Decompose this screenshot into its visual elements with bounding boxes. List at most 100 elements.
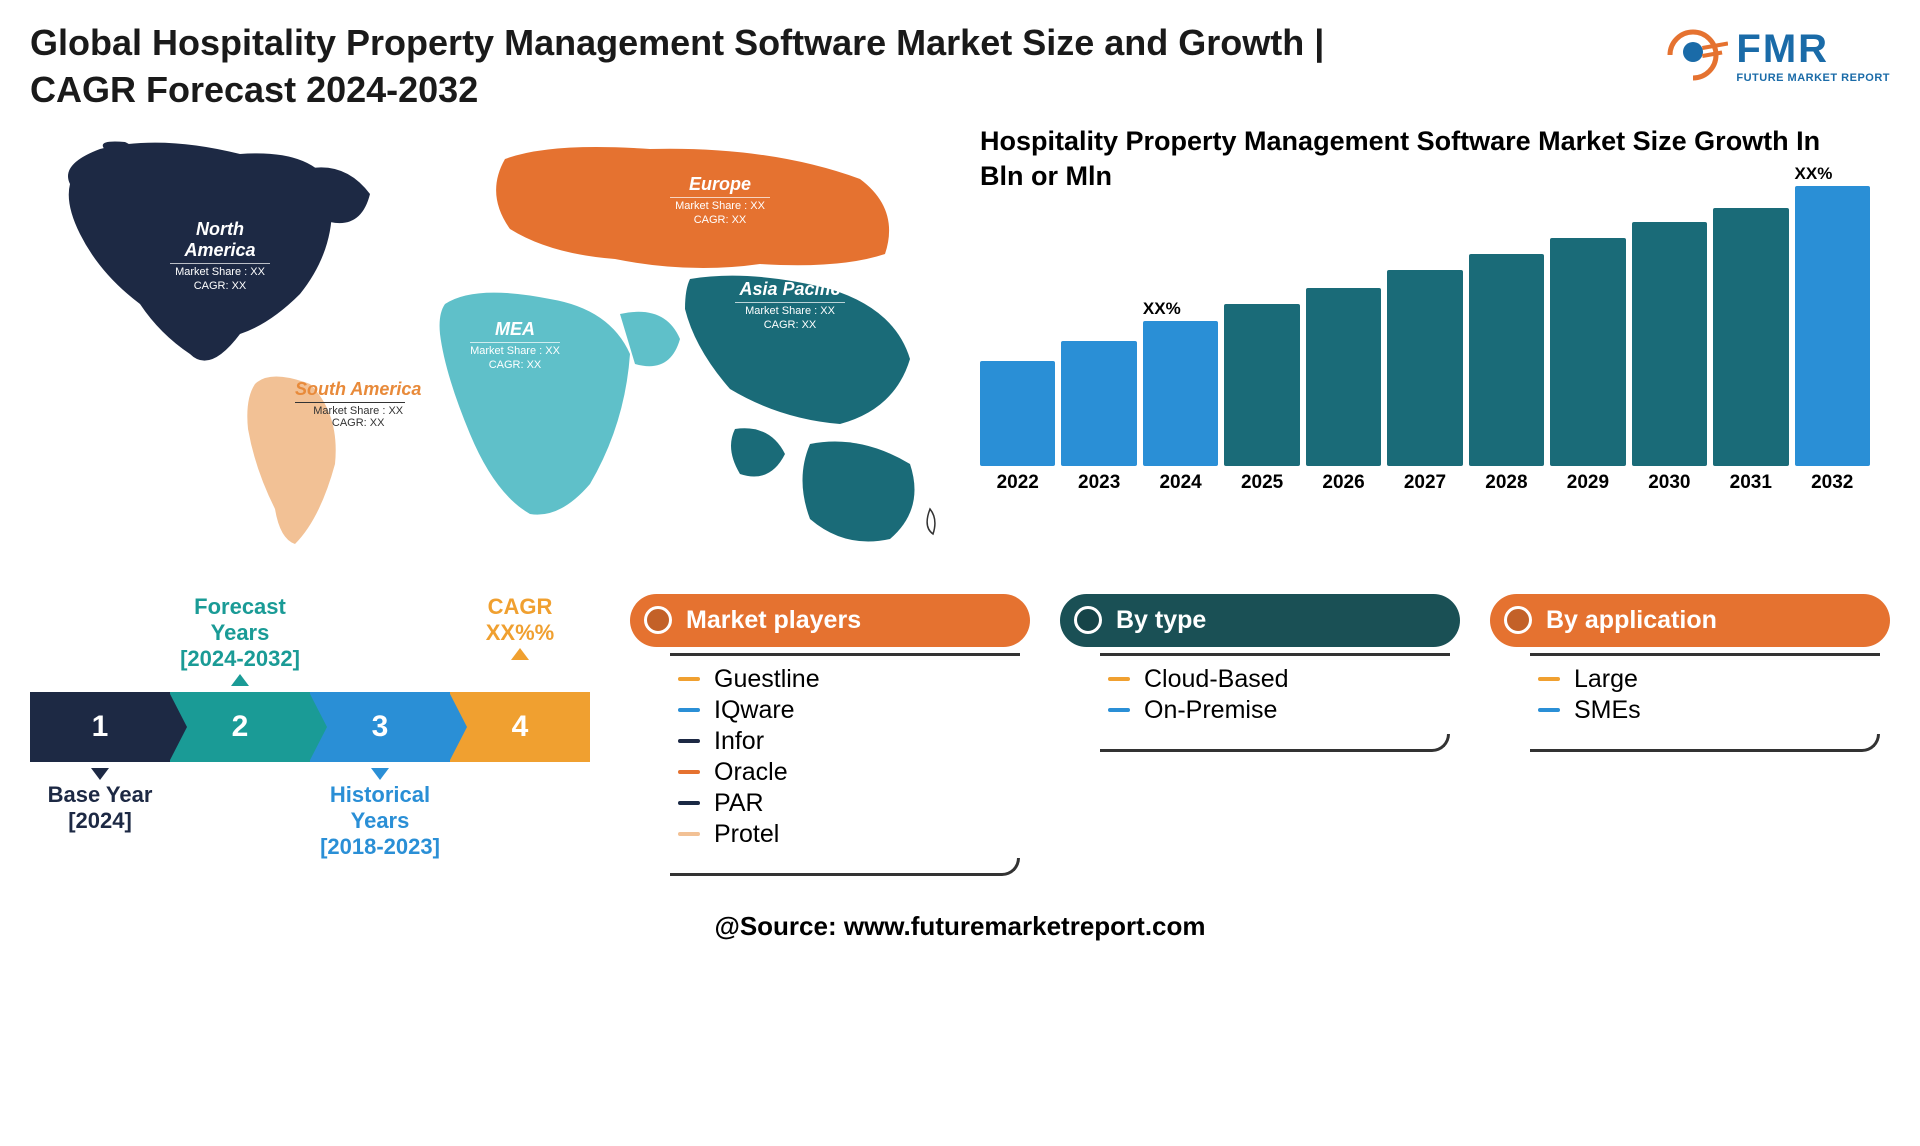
pill-title: By type [1116,606,1206,635]
chart-title: Hospitality Property Management Software… [980,124,1870,194]
arrow-down-icon [91,768,109,780]
region-cagr: CAGR: XX [670,214,770,226]
bar-annotation: XX% [1143,299,1181,319]
header: Global Hospitality Property Management S… [30,20,1890,114]
pill-divider [670,653,1020,656]
pill-column: By type Cloud-BasedOn-Premise [1060,594,1460,876]
timeline-bar: 1 2 3 4 [30,692,590,762]
region-cagr: CAGR: XX [295,417,421,429]
bar [1632,222,1707,466]
region-cagr: CAGR: XX [170,280,270,292]
bar-year-label: 2026 [1322,472,1364,494]
region-share: Market Share : XX [470,345,560,357]
list-item: Protel [678,819,1030,850]
bar: XX% [1143,321,1218,466]
region-name: Asia Pacific [735,279,845,300]
pill-bottom-border [670,858,1020,876]
bullet-icon [678,801,700,805]
list-item: Oracle [678,757,1030,788]
label-sub: [2024-2032] [170,646,310,672]
bottom-row: Forecast Years [2024-2032] CAGR XX%% 1 2… [30,594,1890,876]
bar-year-label: 2029 [1567,472,1609,494]
bullet-icon [1108,677,1130,681]
item-text: SMEs [1574,696,1641,725]
bar-group: 2027 [1387,270,1462,494]
region-name: MEA [470,319,560,340]
region-mea: MEA Market Share : XX CAGR: XX [470,319,560,371]
bar-group: 2028 [1469,254,1544,494]
bar-group: XX% 2024 [1143,321,1218,494]
logo-main: FMR [1736,27,1890,72]
bar [1061,341,1136,466]
list-item: Large [1538,664,1890,695]
pill-header: Market players [630,594,1030,647]
timeline-below: Base Year [2024] Historical Years [2018-… [30,766,590,860]
logo-icon [1658,20,1728,90]
page-title: Global Hospitality Property Management S… [30,20,1330,114]
pill-divider [1530,653,1880,656]
bullet-icon [678,770,700,774]
item-text: IQware [714,696,795,725]
list-item: SMEs [1538,695,1890,726]
label-sub: [2018-2023] [310,834,450,860]
cagr-label: CAGR XX%% [450,594,590,688]
pill-dot-icon [1504,606,1532,634]
bar-group: XX%2032 [1795,186,1870,494]
bar-group: 2026 [1306,288,1381,494]
bar-year-label: 2022 [997,472,1039,494]
label-text: CAGR [450,594,590,620]
arrow-up-icon [511,648,529,660]
bar [1469,254,1544,466]
bar-group: 2031 [1713,208,1788,494]
region-cagr: CAGR: XX [470,359,560,371]
logo: FMR FUTURE MARKET REPORT [1658,20,1890,90]
timeline-seg-4: 4 [450,692,590,762]
pill-list: GuestlineIQwareInforOraclePARProtel [630,664,1030,850]
list-item: Infor [678,726,1030,757]
list-item: Cloud-Based [1108,664,1460,695]
bullet-icon [678,739,700,743]
world-map: NorthAmerica Market Share : XX CAGR: XX … [30,124,950,554]
region-share: Market Share : XX [670,200,770,212]
bar-year-label: 2023 [1078,472,1120,494]
pill-divider [1100,653,1450,656]
pill-list: Cloud-BasedOn-Premise [1060,664,1460,726]
historical-years-label: Historical Years [2018-2023] [310,766,450,860]
list-item: PAR [678,788,1030,819]
bar-group: 2030 [1632,222,1707,494]
pill-bottom-border [1530,734,1880,752]
bar-year-label: 2032 [1811,472,1853,494]
pill-header: By type [1060,594,1460,647]
item-text: Protel [714,820,779,849]
pill-column: Market players GuestlineIQwareInforOracle… [630,594,1030,876]
region-share: Market Share : XX [295,405,421,417]
region-south-america: South America Market Share : XX CAGR: XX [295,379,421,429]
bar-year-label: 2024 [1159,472,1201,494]
bar-year-label: 2027 [1404,472,1446,494]
region-name: NorthAmerica [170,219,270,261]
timeline-seg-1: 1 [30,692,170,762]
region-europe: Europe Market Share : XX CAGR: XX [670,174,770,226]
region-share: Market Share : XX [735,305,845,317]
bar-group: 2025 [1224,304,1299,494]
pill-dot-icon [644,606,672,634]
bar-chart-section: Hospitality Property Management Software… [980,124,1890,554]
item-text: Large [1574,665,1638,694]
label-sub: XX%% [450,620,590,646]
timeline-seg-3: 3 [310,692,450,762]
source-text: @Source: www.futuremarketreport.com [30,911,1890,942]
label-text: Historical Years [310,782,450,834]
pill-dot-icon [1074,606,1102,634]
bullet-icon [678,832,700,836]
bullet-icon [678,677,700,681]
top-row: NorthAmerica Market Share : XX CAGR: XX … [30,124,1890,554]
item-text: Cloud-Based [1144,665,1289,694]
base-year-label: Base Year [2024] [30,766,170,860]
pill-column: By application LargeSMEs [1490,594,1890,876]
arrow-down-icon [371,768,389,780]
item-text: PAR [714,789,764,818]
pill-title: By application [1546,606,1717,635]
bar-year-label: 2028 [1485,472,1527,494]
bullet-icon [1538,677,1560,681]
region-share: Market Share : XX [170,266,270,278]
